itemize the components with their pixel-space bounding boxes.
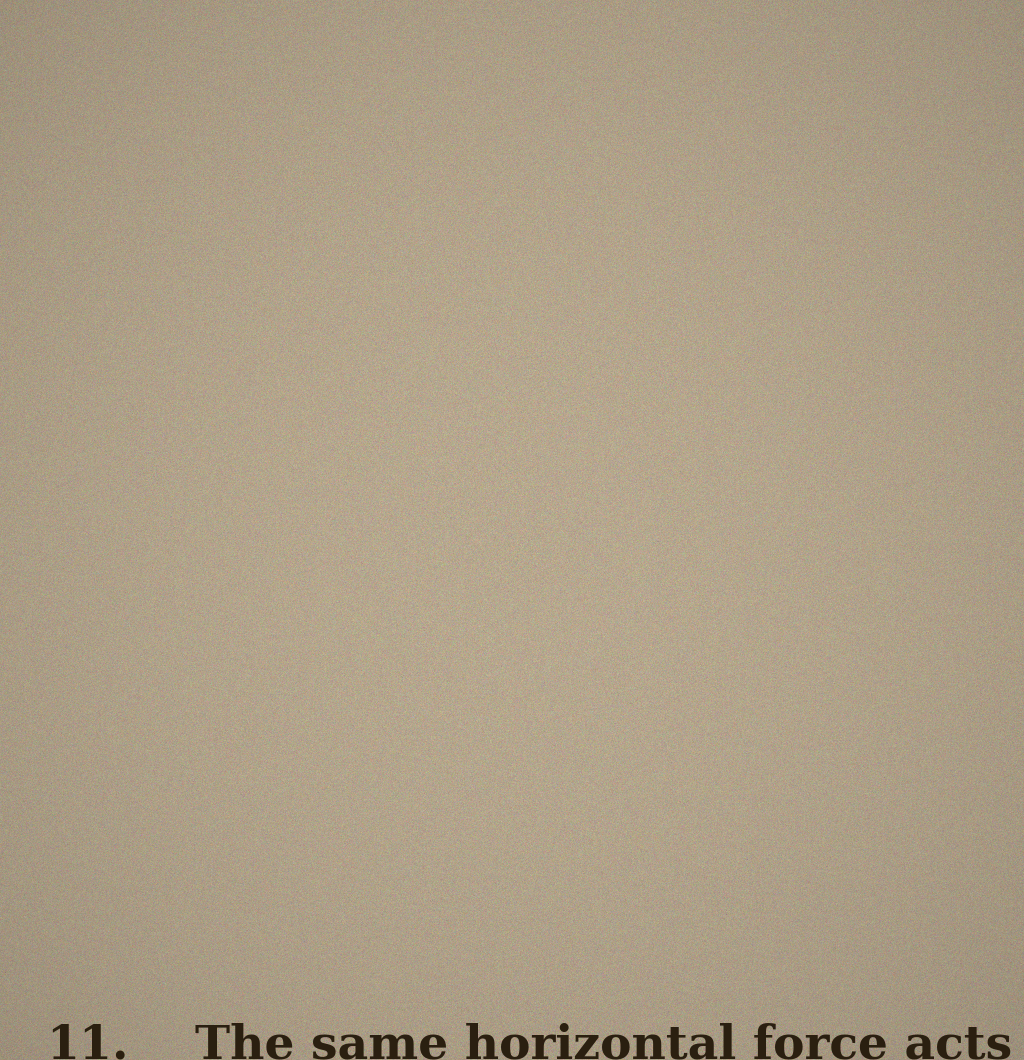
- Text: 11.: 11.: [46, 1023, 129, 1060]
- Text: The same horizontal force acts: The same horizontal force acts: [195, 1023, 1012, 1060]
